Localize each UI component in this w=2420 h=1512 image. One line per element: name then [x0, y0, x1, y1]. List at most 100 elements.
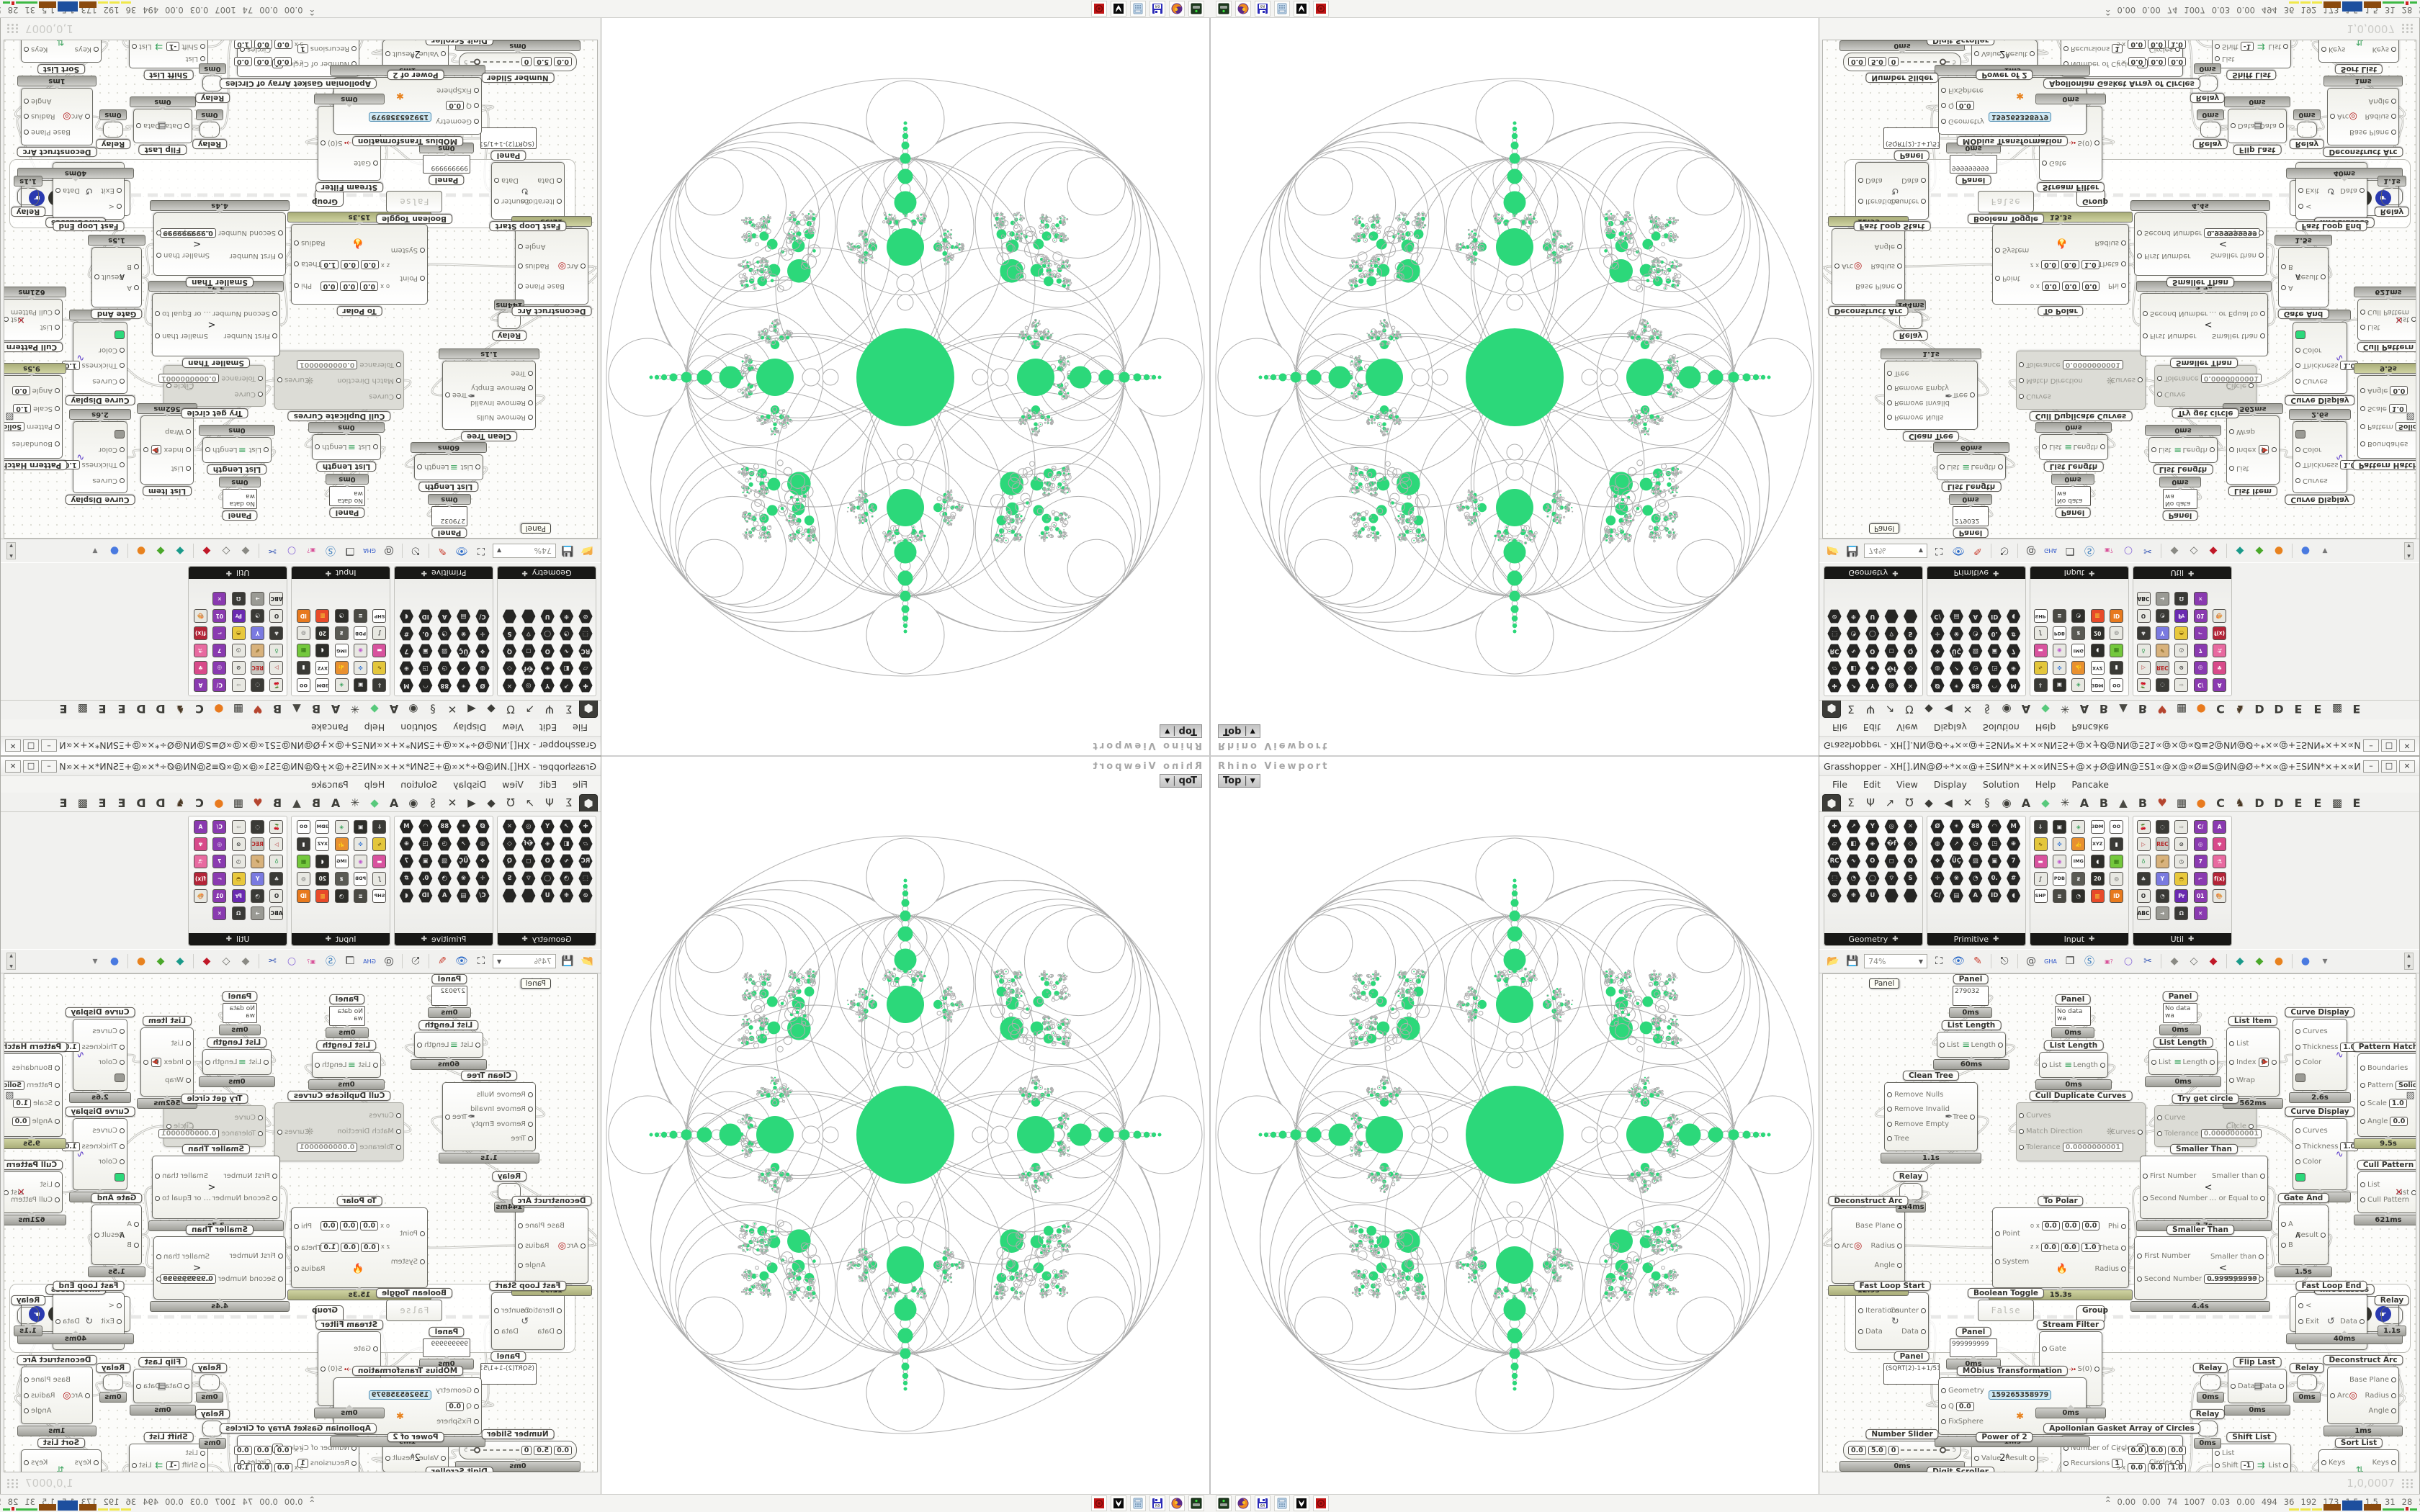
component-icon[interactable]: ✜	[353, 836, 369, 852]
panel-body[interactable]: (SQRT(2)-1+1/512)*1	[480, 127, 537, 149]
component-icon[interactable]: ▦	[295, 643, 311, 659]
category-tab-21[interactable]: ♞	[175, 703, 185, 716]
component-icon[interactable]: ⊘	[2174, 836, 2190, 852]
component-icon[interactable]: XYZ	[2089, 660, 2105, 676]
component-icon[interactable]: #	[398, 870, 414, 886]
node-sm44[interactable]: Smaller Than First Number Second Number 0.9…	[150, 1224, 290, 1312]
gha-icon[interactable]: GHA	[363, 547, 376, 554]
component-icon[interactable]: Ø	[475, 819, 490, 834]
slider-value-chip[interactable]: 0.0	[554, 57, 572, 67]
zoom-extents-icon[interactable]: ⛶	[478, 955, 485, 967]
category-tab-22[interactable]: D	[2254, 702, 2264, 716]
node-len1[interactable]: List Length List ≡ Length 60ms	[1933, 442, 2009, 492]
node-cdisp1[interactable]: Curve Display Curves Thickness 1.0 Color ∿ 2.6…	[2285, 409, 2359, 505]
zoom-extents-icon[interactable]: ⛶	[478, 545, 485, 557]
component-icon[interactable]: #	[398, 626, 414, 642]
component-icon[interactable]: 👍	[2071, 836, 2087, 852]
pink-box-icon[interactable]: ▣?	[2105, 958, 2113, 965]
component-icon[interactable]: ✕	[212, 905, 228, 921]
component-icon[interactable]: PDB	[2051, 626, 2067, 642]
node-pnl999[interactable]: Panel 999999999 0ms	[1946, 1326, 2001, 1369]
component-icon[interactable]: ▱	[1827, 836, 1842, 852]
component-icon[interactable]: ◈	[539, 660, 555, 676]
gem-teal-icon[interactable]: ◆	[2236, 955, 2244, 967]
gh-canvas[interactable]: Panel Panel 279032 0ms List Length List ≡ Leng…	[1822, 40, 2416, 539]
component-icon[interactable]: ⌐	[2192, 626, 2208, 642]
node-body[interactable]: Curves Thickness 1.0 Color ∿	[61, 1019, 127, 1091]
category-tab-2[interactable]: Ψ	[1866, 796, 1875, 809]
selected-panel-chip[interactable]: 159265358979	[368, 112, 432, 122]
component-icon[interactable]: ◔	[1968, 870, 1984, 886]
menu-item-edit[interactable]: Edit	[539, 779, 557, 790]
node-trycircle[interactable]: Try get circle Curve Tolerance 0.0000000001…	[2154, 1093, 2262, 1147]
component-icon[interactable]: ✛	[1930, 626, 1945, 642]
category-tab-22[interactable]: D	[2254, 796, 2264, 810]
component-icon[interactable]: C/	[1930, 888, 1945, 904]
component-icon[interactable]: ♁	[269, 853, 284, 869]
component-icon[interactable]: f(x)	[192, 626, 208, 642]
category-tab-4[interactable]: Ʊ	[506, 796, 515, 809]
rhino-viewport[interactable]: Rhino Viewport Top | ▼	[1210, 756, 1819, 1494]
category-tab-0[interactable]: ⬢	[579, 794, 598, 811]
node-trycircle[interactable]: Try get circle Curve Tolerance 0.0000000001…	[2154, 365, 2262, 419]
save-icon[interactable]: 💾	[1846, 545, 1859, 557]
calculator-icon[interactable]	[1130, 1495, 1146, 1511]
category-tab-15[interactable]: ▲	[2119, 703, 2128, 716]
node-body[interactable]: Arc ◎ Base Plane Radius Angle	[1832, 1207, 1905, 1284]
component-icon[interactable]: ✴	[1948, 678, 1964, 693]
category-tab-20[interactable]: C	[195, 702, 204, 716]
ball-orange-icon[interactable]: ●	[2274, 545, 2284, 557]
component-icon[interactable]: Ø	[475, 678, 490, 693]
component-icon[interactable]: ▬	[372, 853, 387, 869]
node-body[interactable]: Point System o x 0.0 0.0 0.0 z x 0.0 0.0 1.0 🔥 Phi T…	[1992, 1207, 2129, 1288]
component-icon[interactable]: ✛	[475, 626, 490, 642]
component-icon[interactable]: ◌	[2154, 678, 2170, 693]
category-tab-13[interactable]: A	[2079, 702, 2089, 716]
component-icon[interactable]: 3DM	[315, 819, 331, 834]
category-tab-4[interactable]: Ʊ	[1905, 703, 1914, 716]
component-icon[interactable]: ◎	[212, 836, 228, 852]
cluster-icon[interactable]: ✂	[2143, 955, 2152, 967]
component-icon[interactable]: ✐	[250, 643, 266, 659]
gem-outline-icon[interactable]: ◇	[222, 545, 230, 557]
component-icon[interactable]: Y	[2154, 870, 2170, 886]
gha-icon[interactable]: GHA	[2044, 958, 2057, 965]
node-pnlsqrt[interactable]: Panel(SQRT(2)-1+1/512)*1	[480, 127, 537, 161]
component-icon[interactable]: ÜÇ	[456, 643, 472, 659]
node-li562[interactable]: List Item List Index 0 Wrap ➤ i 562ms	[2223, 403, 2283, 497]
close-button[interactable]: ×	[5, 760, 21, 773]
node-li562[interactable]: List Item List Index 0 Wrap ➤ i 562ms	[137, 1015, 197, 1109]
node-len3[interactable]: List Length List ≡ Length 0ms	[2145, 425, 2221, 475]
component-icon[interactable]: ◎	[295, 626, 311, 642]
slider-value-chip[interactable]: 0	[1888, 57, 1899, 67]
node-body[interactable]: List Index 0 Wrap ➤ i	[140, 415, 194, 485]
category-tab-16[interactable]: B	[2138, 796, 2148, 810]
component-icon[interactable]: ≡	[2051, 888, 2067, 904]
component-icon[interactable]: 0.	[1986, 626, 2002, 642]
component-icon[interactable]: ◍	[475, 660, 490, 676]
component-icon[interactable]: ▷	[269, 660, 284, 676]
component-icon[interactable]: M	[398, 678, 414, 693]
slider-value-chip[interactable]: 5.0	[1868, 1445, 1886, 1455]
node-body[interactable]: Curves Match Direction Tolerance 0.00000000…	[2016, 351, 2146, 410]
value-chip[interactable]: 0.0	[2148, 1463, 2166, 1472]
gem-outline-icon[interactable]: ◇	[222, 955, 230, 967]
component-icon[interactable]: ABC	[269, 905, 284, 921]
panel-body[interactable]: 279032	[431, 506, 467, 526]
node-relayb[interactable]: Relay 0ms	[95, 1362, 131, 1403]
color-swatch[interactable]	[2295, 1172, 2305, 1182]
component-icon[interactable]: M	[2006, 678, 2022, 693]
maximize-button[interactable]: □	[2381, 739, 2397, 752]
category-tab-14[interactable]: B	[2099, 702, 2109, 716]
node-body[interactable]: Arc ◎ Base Plane Radius Angle	[515, 1207, 588, 1284]
node-body[interactable]: Remove Nulls Remove Invalid Remove Empty Tr…	[1884, 361, 1978, 430]
node-body[interactable]: List ≡ Length	[1937, 454, 2006, 480]
component-icon[interactable]: ✚	[1827, 819, 1842, 834]
ball-orange-icon[interactable]: ●	[2274, 955, 2284, 967]
component-icon[interactable]: S	[1903, 626, 1919, 642]
component-icon[interactable]: ⇨	[2174, 678, 2190, 693]
node-body[interactable]: Curves Match Direction Tolerance 0.00000000…	[2016, 1102, 2146, 1161]
category-tab-10[interactable]: A	[389, 796, 399, 810]
component-icon[interactable]: ◠	[418, 678, 434, 693]
component-icon[interactable]: IMG	[333, 643, 349, 659]
